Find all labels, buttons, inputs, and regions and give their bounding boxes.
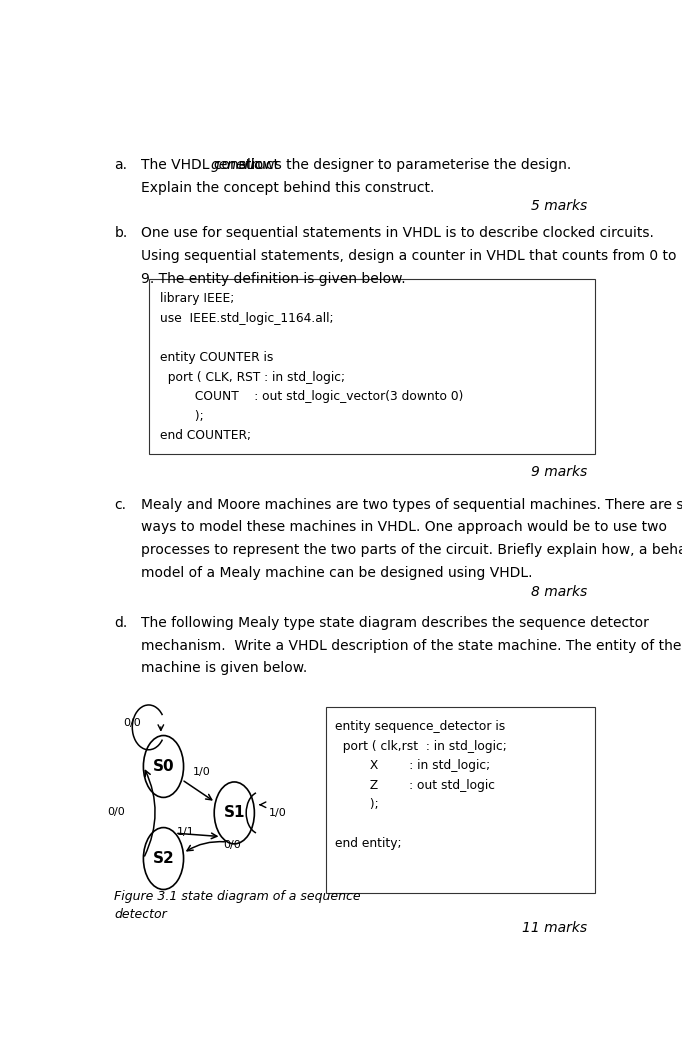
Text: Explain the concept behind this construct.: Explain the concept behind this construc… — [140, 181, 434, 195]
Text: end entity;: end entity; — [336, 837, 402, 851]
Text: library IEEE;: library IEEE; — [160, 292, 235, 306]
Text: S1: S1 — [224, 805, 245, 820]
Text: entity sequence_detector is: entity sequence_detector is — [336, 720, 505, 733]
Text: Using sequential statements, design a counter in VHDL that counts from 0 to: Using sequential statements, design a co… — [140, 250, 677, 263]
Text: The following Mealy type state diagram describes the sequence detector: The following Mealy type state diagram d… — [140, 616, 649, 630]
Text: 8 marks: 8 marks — [531, 585, 587, 599]
Text: One use for sequential statements in VHDL is to describe clocked circuits.: One use for sequential statements in VHD… — [140, 226, 653, 240]
Text: );: ); — [160, 409, 204, 422]
Text: b.: b. — [115, 226, 128, 240]
Text: 1/0: 1/0 — [192, 767, 211, 777]
Text: 9 marks: 9 marks — [531, 466, 587, 479]
Text: mechanism.  Write a VHDL description of the state machine. The entity of the sta: mechanism. Write a VHDL description of t… — [140, 639, 682, 653]
Text: machine is given below.: machine is given below. — [140, 661, 307, 675]
Text: Z        : out std_logic: Z : out std_logic — [336, 779, 495, 791]
Text: 9. The entity definition is given below.: 9. The entity definition is given below. — [140, 272, 405, 286]
Text: S2: S2 — [153, 851, 175, 867]
Text: 0/0: 0/0 — [223, 840, 241, 851]
Text: model of a Mealy machine can be designed using VHDL.: model of a Mealy machine can be designed… — [140, 566, 532, 580]
Text: Mealy and Moore machines are two types of sequential machines. There are several: Mealy and Moore machines are two types o… — [140, 497, 682, 512]
Text: generic: generic — [211, 158, 263, 171]
Text: port ( CLK, RST : in std_logic;: port ( CLK, RST : in std_logic; — [160, 370, 345, 384]
Text: port ( clk,rst  : in std_logic;: port ( clk,rst : in std_logic; — [336, 740, 507, 752]
Text: end COUNTER;: end COUNTER; — [160, 430, 251, 442]
Text: Figure 3.1 state diagram of a sequence
detector: Figure 3.1 state diagram of a sequence d… — [115, 890, 361, 922]
Text: );: ); — [336, 798, 379, 811]
Text: c.: c. — [115, 497, 126, 512]
Text: use  IEEE.std_logic_1164.all;: use IEEE.std_logic_1164.all; — [160, 312, 333, 325]
Text: COUNT    : out std_logic_vector(3 downto 0): COUNT : out std_logic_vector(3 downto 0) — [160, 390, 464, 403]
Text: 11 marks: 11 marks — [522, 922, 587, 935]
Text: 5 marks: 5 marks — [531, 199, 587, 213]
Text: 0/0: 0/0 — [107, 807, 125, 818]
Text: X        : in std_logic;: X : in std_logic; — [336, 760, 490, 772]
Text: d.: d. — [115, 616, 128, 630]
Text: 1/0: 1/0 — [269, 808, 287, 818]
Text: processes to represent the two parts of the circuit. Briefly explain how, a beha: processes to represent the two parts of … — [140, 543, 682, 558]
Text: allows the designer to parameterise the design.: allows the designer to parameterise the … — [235, 158, 572, 171]
Bar — [149, 279, 595, 455]
Text: ways to model these machines in VHDL. One approach would be to use two: ways to model these machines in VHDL. On… — [140, 521, 667, 534]
Text: 0/0: 0/0 — [123, 718, 140, 728]
Text: The VHDL construct: The VHDL construct — [140, 158, 283, 171]
Text: entity COUNTER is: entity COUNTER is — [160, 351, 273, 364]
Text: a.: a. — [115, 158, 128, 171]
Bar — [326, 707, 595, 893]
Text: 1/1: 1/1 — [177, 826, 194, 837]
Text: S0: S0 — [153, 759, 175, 774]
